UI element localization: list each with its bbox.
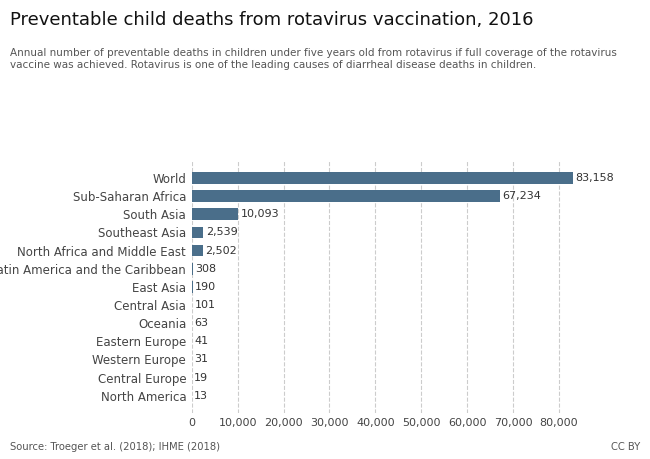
Bar [192,190,500,202]
Text: 31: 31 [194,354,208,364]
Bar [192,208,238,220]
Text: 41: 41 [194,336,209,346]
Bar [192,172,573,184]
Text: in Data: in Data [575,42,618,52]
Text: 63: 63 [194,318,209,328]
Text: Our World: Our World [567,24,626,34]
Bar [192,227,203,238]
Text: 2,502: 2,502 [205,246,237,256]
Text: 10,093: 10,093 [240,209,279,219]
Text: CC BY: CC BY [611,442,640,452]
Text: Preventable child deaths from rotavirus vaccination, 2016: Preventable child deaths from rotavirus … [10,11,533,29]
Text: 101: 101 [194,300,216,310]
Text: 83,158: 83,158 [576,173,614,183]
Text: Source: Troeger et al. (2018); IHME (2018): Source: Troeger et al. (2018); IHME (201… [10,442,220,452]
Text: Annual number of preventable deaths in children under five years old from rotavi: Annual number of preventable deaths in c… [10,48,617,70]
Text: 308: 308 [196,264,216,274]
Text: 67,234: 67,234 [502,191,541,201]
Text: 2,539: 2,539 [205,228,237,237]
Bar [192,263,193,274]
Text: 19: 19 [194,373,208,383]
Text: 190: 190 [195,282,216,292]
Bar [192,245,203,257]
Text: 13: 13 [194,391,208,401]
